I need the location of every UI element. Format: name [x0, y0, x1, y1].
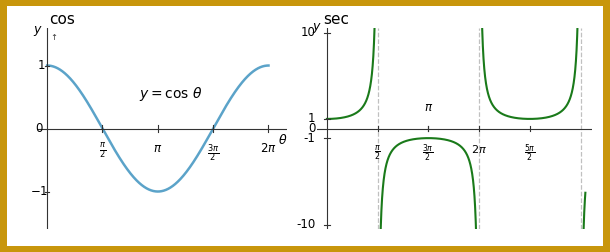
Text: $y = \cos\,\theta$: $y = \cos\,\theta$ [138, 85, 203, 103]
Text: $\frac{5\pi}{2}$: $\frac{5\pi}{2}$ [524, 143, 536, 164]
Text: $\pi$: $\pi$ [424, 101, 433, 114]
Text: 10: 10 [301, 26, 315, 39]
Text: $\frac{\pi}{2}$: $\frac{\pi}{2}$ [99, 142, 106, 162]
Text: $-1$: $-1$ [30, 185, 49, 198]
Text: $2\pi$: $2\pi$ [471, 143, 487, 155]
Text: $y$: $y$ [34, 24, 43, 38]
Text: $\uparrow$: $\uparrow$ [49, 32, 58, 42]
Text: $y$: $y$ [312, 21, 322, 35]
Text: 1: 1 [308, 112, 315, 125]
Text: -10: -10 [296, 218, 315, 231]
Text: $\pi$: $\pi$ [153, 142, 162, 155]
Text: sec: sec [323, 12, 349, 27]
Text: $0$: $0$ [35, 122, 44, 135]
Text: $\frac{\pi}{2}$: $\frac{\pi}{2}$ [374, 143, 381, 162]
Text: $\frac{3\pi}{2}$: $\frac{3\pi}{2}$ [423, 143, 434, 164]
Text: $\frac{3\pi}{2}$: $\frac{3\pi}{2}$ [207, 142, 220, 164]
Text: 0: 0 [308, 122, 315, 135]
Text: $1$: $1$ [37, 59, 45, 72]
Text: cos: cos [49, 12, 75, 27]
Text: -1: -1 [304, 132, 315, 145]
Text: $\theta$: $\theta$ [279, 133, 288, 147]
Text: $2\pi$: $2\pi$ [260, 142, 277, 155]
